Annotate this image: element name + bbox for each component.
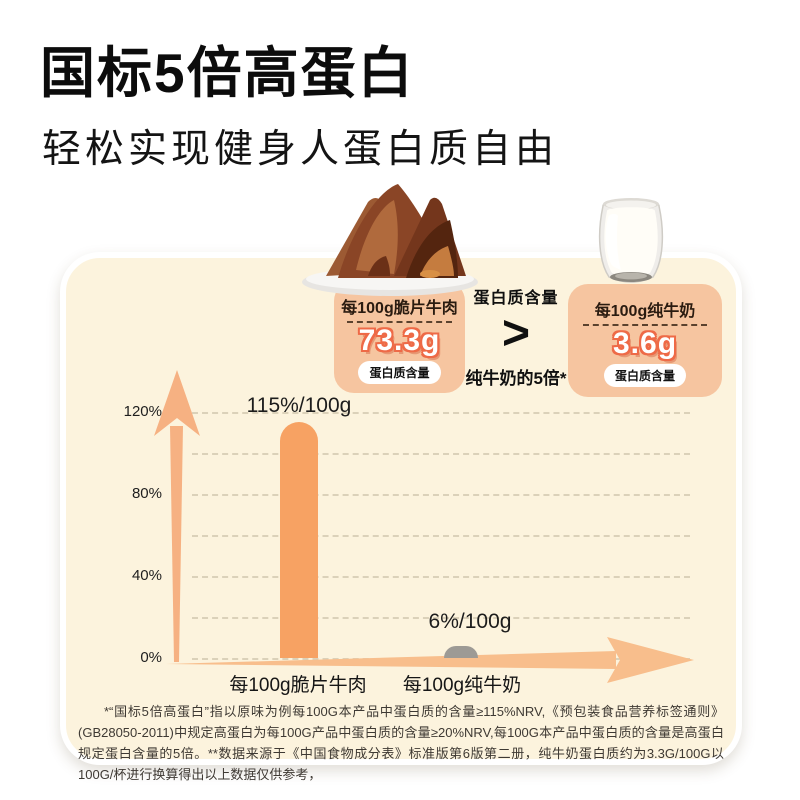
- beef-protein-badge: 每100g脆片牛肉 73.3g 蛋白质含量: [334, 281, 465, 393]
- comparison-center: 蛋白质含量 > 纯牛奶的5倍*: [461, 284, 571, 389]
- milk-protein-value: 3.6g: [612, 327, 678, 360]
- beef-badge-title: 每100g脆片牛肉: [341, 300, 458, 317]
- milk-glass-image: [598, 198, 664, 283]
- footnote-text: *“国标5倍高蛋白”指以原味为例每100G本产品中蛋白质的含量≥115%NRV,…: [78, 704, 724, 783]
- comparison-note: 纯牛奶的5倍*: [465, 369, 567, 388]
- beef-protein-value: 73.3g: [358, 324, 441, 357]
- greater-than-symbol: >: [501, 307, 531, 360]
- page-title: 国标5倍高蛋白: [40, 42, 415, 104]
- milk-protein-badge: 每100g纯牛奶 3.6g 蛋白质含量: [568, 284, 722, 397]
- dashed-divider: [347, 321, 452, 323]
- protein-content-pill: 蛋白质含量: [603, 364, 686, 387]
- page-subtitle: 轻松实现健身人蛋白质自由: [42, 128, 559, 171]
- dashed-divider: [583, 324, 707, 326]
- comparison-heading: 蛋白质含量: [473, 290, 559, 307]
- beef-jerky-image: [302, 184, 478, 296]
- milk-badge-title: 每100g纯牛奶: [594, 303, 696, 320]
- protein-content-pill: 蛋白质含量: [358, 361, 441, 384]
